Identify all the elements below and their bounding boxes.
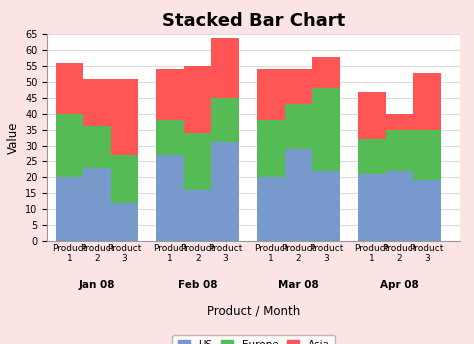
Bar [55,63,83,114]
Bar [285,104,312,149]
Bar [211,98,239,142]
Bar [385,130,413,171]
X-axis label: Product / Month: Product / Month [207,305,300,318]
Bar [55,177,83,241]
Bar [358,174,385,241]
Bar [312,88,340,171]
Bar [55,114,83,177]
Bar [184,133,211,190]
Bar [413,73,440,130]
Bar [413,130,440,181]
Bar [83,79,110,127]
Bar [385,114,413,130]
Bar [211,37,239,98]
Bar [285,69,312,104]
Bar [358,92,385,139]
Bar [83,127,110,168]
Bar [156,69,184,120]
Bar [257,177,285,241]
Bar [184,190,211,241]
Y-axis label: Value: Value [7,121,19,154]
Legend: US, Europe, Asia: US, Europe, Asia [173,335,335,344]
Bar [156,155,184,241]
Bar [285,149,312,241]
Bar [110,203,138,241]
Bar [312,171,340,241]
Bar [413,181,440,241]
Bar [385,171,413,241]
Title: Stacked Bar Chart: Stacked Bar Chart [162,12,345,30]
Bar [110,79,138,155]
Bar [312,57,340,88]
Text: Mar 08: Mar 08 [278,280,319,290]
Text: Apr 08: Apr 08 [380,280,419,290]
Bar [83,168,110,241]
Bar [211,142,239,241]
Bar [358,139,385,174]
Bar [257,69,285,120]
Text: Feb 08: Feb 08 [178,280,218,290]
Bar [257,120,285,177]
Text: Jan 08: Jan 08 [79,280,115,290]
Bar [156,120,184,155]
Bar [110,155,138,203]
Bar [184,66,211,133]
